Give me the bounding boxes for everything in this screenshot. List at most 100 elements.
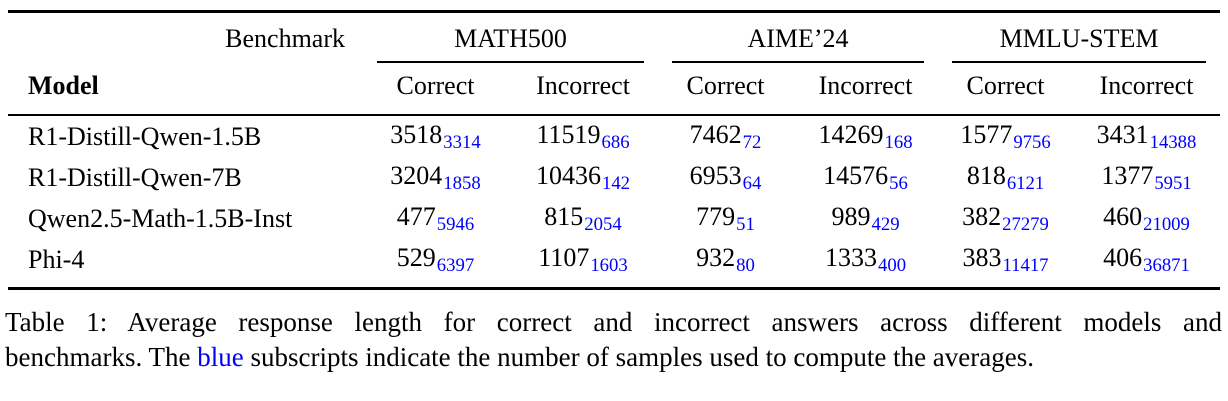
metric-cell: 11519686 — [508, 115, 658, 157]
metric-cell: 10436142 — [508, 157, 658, 198]
metric-cell: 4775946 — [363, 198, 508, 239]
benchmark-header-row: Benchmark MATH500 AIME’24 MMLU-STEM — [8, 12, 1220, 63]
metric-value: 779 — [696, 202, 736, 231]
table-row-qwen2.5-math-1.5b-inst: Qwen2.5-Math-1.5B-Inst 4775946 8152054 7… — [8, 198, 1220, 239]
cmidrule-aime24 — [672, 61, 925, 63]
sample-count-subscript: 72 — [742, 131, 762, 153]
metric-value: 1333 — [824, 243, 877, 272]
sample-count-subscript: 5946 — [436, 213, 475, 235]
benchmark-header: Benchmark — [225, 24, 345, 53]
sample-count-subscript: 142 — [601, 172, 631, 194]
sample-count-subscript: 56 — [889, 172, 908, 194]
sample-count-subscript: 9756 — [1013, 131, 1051, 153]
metric-value: 11519 — [536, 120, 601, 149]
metric-cell: 1457656 — [793, 157, 938, 198]
model-name: R1-Distill-Qwen-1.5B — [28, 121, 262, 151]
results-table: Benchmark MATH500 AIME’24 MMLU-STEM Mode… — [8, 10, 1221, 290]
metric-cell: 1333400 — [793, 239, 938, 289]
sample-count-subscript: 14388 — [1149, 131, 1197, 153]
metric-cell: 32041858 — [363, 157, 508, 198]
metric-cell: 77951 — [658, 198, 793, 239]
sample-count-subscript: 429 — [871, 213, 900, 235]
metric-value: 383 — [962, 243, 1002, 272]
model-name: R1-Distill-Qwen-7B — [28, 162, 242, 192]
metric-cell: 343114388 — [1073, 115, 1220, 157]
sample-count-subscript: 27279 — [1002, 213, 1049, 235]
metric-value: 10436 — [535, 161, 601, 190]
col-header-mmlu-correct: Correct — [938, 63, 1074, 116]
col-header-math500-incorrect: Incorrect — [508, 63, 659, 116]
metric-value: 6953 — [689, 161, 742, 190]
sample-count-subscript: 21009 — [1143, 213, 1190, 235]
table-caption: Table 1: Average response length for cor… — [5, 305, 1222, 375]
metric-value: 3431 — [1096, 120, 1149, 149]
group-name-mmlu-stem: MMLU-STEM — [999, 24, 1159, 53]
metric-value: 477 — [396, 202, 436, 231]
metric-cell: 38311417 — [938, 239, 1073, 289]
metric-cell: 93280 — [658, 239, 793, 289]
metric-value: 1577 — [960, 120, 1013, 149]
sample-count-subscript: 168 — [884, 131, 913, 153]
col-header-mmlu-incorrect: Incorrect — [1073, 63, 1221, 116]
model-name: Phi-4 — [28, 244, 85, 274]
metric-cell: 15779756 — [938, 115, 1073, 157]
group-name-aime24: AIME’24 — [747, 24, 849, 53]
sample-count-subscript: 36871 — [1143, 254, 1190, 276]
sample-count-subscript: 400 — [877, 254, 907, 276]
group-name-math500: MATH500 — [454, 24, 567, 53]
metric-cell: 5296397 — [363, 239, 508, 289]
metric-value: 406 — [1103, 243, 1143, 272]
metric-value: 7462 — [689, 120, 742, 149]
metric-value: 3204 — [390, 161, 443, 190]
table-row-phi-4: Phi-4 5296397 11071603 93280 1333400 383… — [8, 239, 1220, 289]
caption-blue-word: blue — [197, 342, 244, 372]
metric-cell: 989429 — [793, 198, 938, 239]
model-name: Qwen2.5-Math-1.5B-Inst — [28, 203, 293, 233]
metric-value: 14576 — [823, 161, 889, 190]
metric-value: 382 — [962, 202, 1002, 231]
sample-count-subscript: 64 — [742, 172, 762, 194]
metric-value: 3518 — [390, 120, 443, 149]
metric-cell: 40636871 — [1073, 239, 1220, 289]
metric-cell: 8186121 — [938, 157, 1073, 198]
model-header: Model — [8, 63, 363, 116]
sample-count-subscript: 6397 — [436, 254, 475, 276]
metric-value: 932 — [696, 243, 736, 272]
sample-count-subscript: 2054 — [584, 213, 622, 235]
metric-value: 1377 — [1101, 161, 1154, 190]
metric-value: 815 — [544, 202, 584, 231]
table-row-r1-distill-qwen-1.5b: R1-Distill-Qwen-1.5B 35183314 11519686 7… — [8, 115, 1220, 157]
sample-count-subscript: 1603 — [590, 254, 628, 276]
metric-value: 1107 — [538, 243, 590, 272]
sample-count-subscript: 51 — [736, 213, 755, 235]
group-header-aime24: AIME’24 — [658, 12, 938, 63]
cmidrule-math500 — [377, 61, 645, 63]
metric-cell: 46021009 — [1073, 198, 1220, 239]
sample-count-subscript: 11417 — [1002, 254, 1049, 276]
metric-value: 989 — [831, 202, 871, 231]
metric-cell: 11071603 — [508, 239, 658, 289]
col-header-math500-correct: Correct — [363, 63, 508, 116]
metric-cell: 8152054 — [508, 198, 658, 239]
metric-value: 529 — [396, 243, 436, 272]
sample-count-subscript: 686 — [601, 131, 630, 153]
metric-cell: 695364 — [658, 157, 793, 198]
metric-cell: 35183314 — [363, 115, 508, 157]
sample-count-subscript: 6121 — [1006, 172, 1045, 194]
metric-cell: 746272 — [658, 115, 793, 157]
caption-line2-text: benchmarks. The — [5, 342, 198, 372]
group-header-mmlu-stem: MMLU-STEM — [938, 12, 1220, 63]
caption-line-2: benchmarks. The blue subscripts indicate… — [5, 340, 1222, 375]
metric-cell: 38227279 — [938, 198, 1073, 239]
cmidrule-mmlu-stem — [952, 61, 1207, 63]
sample-count-subscript: 5951 — [1154, 172, 1192, 194]
metric-value: 460 — [1103, 202, 1143, 231]
column-header-row: Model Correct Incorrect Correct Incorrec… — [8, 63, 1221, 116]
sample-count-subscript: 1858 — [443, 172, 481, 194]
col-header-aime24-correct: Correct — [658, 63, 794, 116]
col-header-aime24-incorrect: Incorrect — [793, 63, 939, 116]
metric-value: 818 — [966, 161, 1006, 190]
caption-line-1: Table 1: Average response length for cor… — [5, 307, 1222, 337]
sample-count-subscript: 3314 — [443, 131, 481, 153]
